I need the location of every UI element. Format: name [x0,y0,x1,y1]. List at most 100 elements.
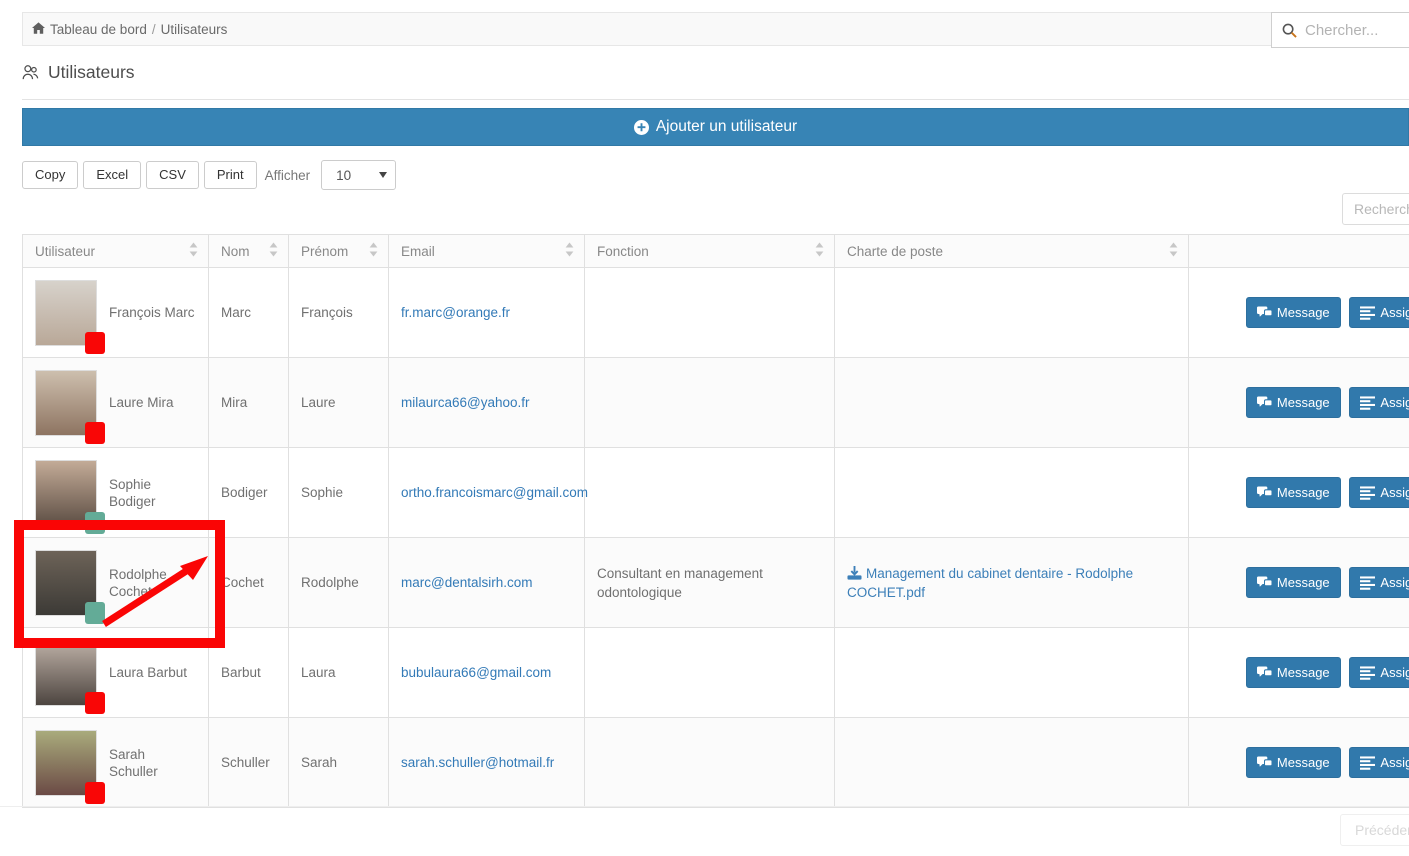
cell-prenom: Laura [288,627,389,718]
cell-utilisateur: Laure Mira [22,357,209,448]
cell-actions: Message Assigner [1188,267,1409,358]
breadcrumb-separator: / [151,21,156,37]
csv-button[interactable]: CSV [146,161,199,189]
message-button[interactable]: Message [1245,657,1341,688]
status-badge [85,511,105,534]
excel-button[interactable]: Excel [83,161,142,189]
comments-icon [1256,485,1273,500]
message-label: Message [1276,485,1330,500]
assign-button[interactable]: Assigner [1349,477,1409,508]
column-header-nom[interactable]: Nom [208,234,289,268]
email-link[interactable]: milaurca66@yahoo.fr [401,395,530,410]
cell-fonction [584,267,835,358]
cell-actions: Message Assigner [1188,447,1409,538]
cell-nom: Barbut [208,627,289,718]
assign-label: Assigner [1380,395,1409,410]
align-left-icon [1360,575,1376,590]
home-icon [32,21,45,37]
avatar [35,369,105,444]
users-icon [22,64,39,81]
avatar [35,279,105,354]
email-link[interactable]: marc@dentalsirh.com [401,575,533,590]
add-user-label: Ajouter un utilisateur [655,118,798,135]
align-left-icon [1360,755,1376,770]
sort-icon [269,242,278,260]
cell-email: fr.marc@orange.fr [388,267,585,358]
table-row[interactable]: François Marc Marc François fr.marc@oran… [22,267,1409,358]
comments-icon [1256,305,1273,320]
sort-icon [189,242,198,260]
table-row[interactable]: Sarah Schuller Schuller Sarah sarah.schu… [22,717,1409,808]
column-header-charte[interactable]: Charte de poste [834,234,1189,268]
cell-charte [834,267,1189,358]
cell-utilisateur: François Marc [22,267,209,358]
cell-email: marc@dentalsirh.com [388,537,585,628]
users-table-container: Utilisateur Nom Prénom [22,234,1409,808]
column-header-prenom[interactable]: Prénom [288,234,389,268]
cell-charte: Management du cabinet dentaire - Rodolph… [834,537,1189,628]
table-filter-input[interactable]: Rechercher : [1342,193,1409,225]
cell-fonction [584,447,835,538]
cell-email: bubulaura66@gmail.com [388,627,585,718]
table-header-row: Utilisateur Nom Prénom [22,234,1409,268]
cell-utilisateur: Laura Barbut [22,627,209,718]
cell-actions: Message Assigner [1188,717,1409,808]
message-button[interactable]: Message [1245,387,1341,418]
cell-prenom: Laure [288,357,389,448]
comments-icon [1256,755,1273,770]
user-display-name: Laure Mira [109,395,174,410]
cell-prenom: Sophie [288,447,389,538]
email-link[interactable]: sarah.schuller@hotmail.fr [401,755,555,770]
user-display-name: Sarah Schuller [109,746,158,779]
assign-button[interactable]: Assigner [1349,387,1409,418]
breadcrumb-bar: Tableau de bord / Utilisateurs [22,12,1409,46]
breadcrumb-current: Utilisateurs [160,21,228,37]
breadcrumb-root[interactable]: Tableau de bord [50,21,147,37]
table-row[interactable]: Laura Barbut Barbut Laura bubulaura66@gm… [22,627,1409,718]
assign-button[interactable]: Assigner [1349,567,1409,598]
sort-icon [1169,242,1178,260]
add-user-button[interactable]: Ajouter un utilisateur [22,108,1409,146]
assign-label: Assigner [1380,665,1409,680]
message-button[interactable]: Message [1245,297,1341,328]
email-link[interactable]: fr.marc@orange.fr [401,305,510,320]
message-button[interactable]: Message [1245,477,1341,508]
assign-button[interactable]: Assigner [1349,297,1409,328]
table-row[interactable]: Laure Mira Mira Laure milaurca66@yahoo.f… [22,357,1409,448]
print-button[interactable]: Print [203,161,257,189]
cell-email: sarah.schuller@hotmail.fr [388,717,585,808]
table-row[interactable]: Sophie Bodiger Bodiger Sophie ortho.fran… [22,447,1409,538]
column-header-fonction[interactable]: Fonction [584,234,835,268]
charte-document-link[interactable]: Management du cabinet dentaire - Rodolph… [847,565,1134,600]
page-length-label: Afficher [264,167,311,183]
assign-button[interactable]: Assigner [1349,657,1409,688]
assign-button[interactable]: Assigner [1349,747,1409,778]
copy-button[interactable]: Copy [22,161,79,189]
message-label: Message [1276,395,1330,410]
email-link[interactable]: ortho.francoismarc@gmail.com [401,485,589,500]
breadcrumb: Tableau de bord / Utilisateurs [23,22,227,37]
column-label: Prénom [301,243,349,259]
align-left-icon [1360,485,1376,500]
previous-page-button[interactable]: Précédent [1340,814,1409,846]
cell-prenom: Rodolphe [288,537,389,628]
assign-label: Assigner [1380,305,1409,320]
message-button[interactable]: Message [1245,747,1341,778]
status-badge [85,781,105,804]
cell-actions: Message Assigner [1188,357,1409,448]
align-left-icon [1360,305,1376,320]
global-search-input[interactable]: Chercher... [1271,12,1409,48]
assign-label: Assigner [1380,755,1409,770]
column-header-email[interactable]: Email [388,234,585,268]
message-button[interactable]: Message [1245,567,1341,598]
cell-nom: Cochet [208,537,289,628]
table-row[interactable]: Rodolphe Cochet Cochet Rodolphe marc@den… [22,537,1409,628]
cell-actions: Message Assigner [1188,627,1409,718]
cell-nom: Bodiger [208,447,289,538]
email-link[interactable]: bubulaura66@gmail.com [401,665,552,680]
page-length-value: 10 [336,167,352,183]
column-header-utilisateur[interactable]: Utilisateur [22,234,209,268]
comments-icon [1256,575,1273,590]
page-length-select[interactable]: 10 [321,160,397,190]
